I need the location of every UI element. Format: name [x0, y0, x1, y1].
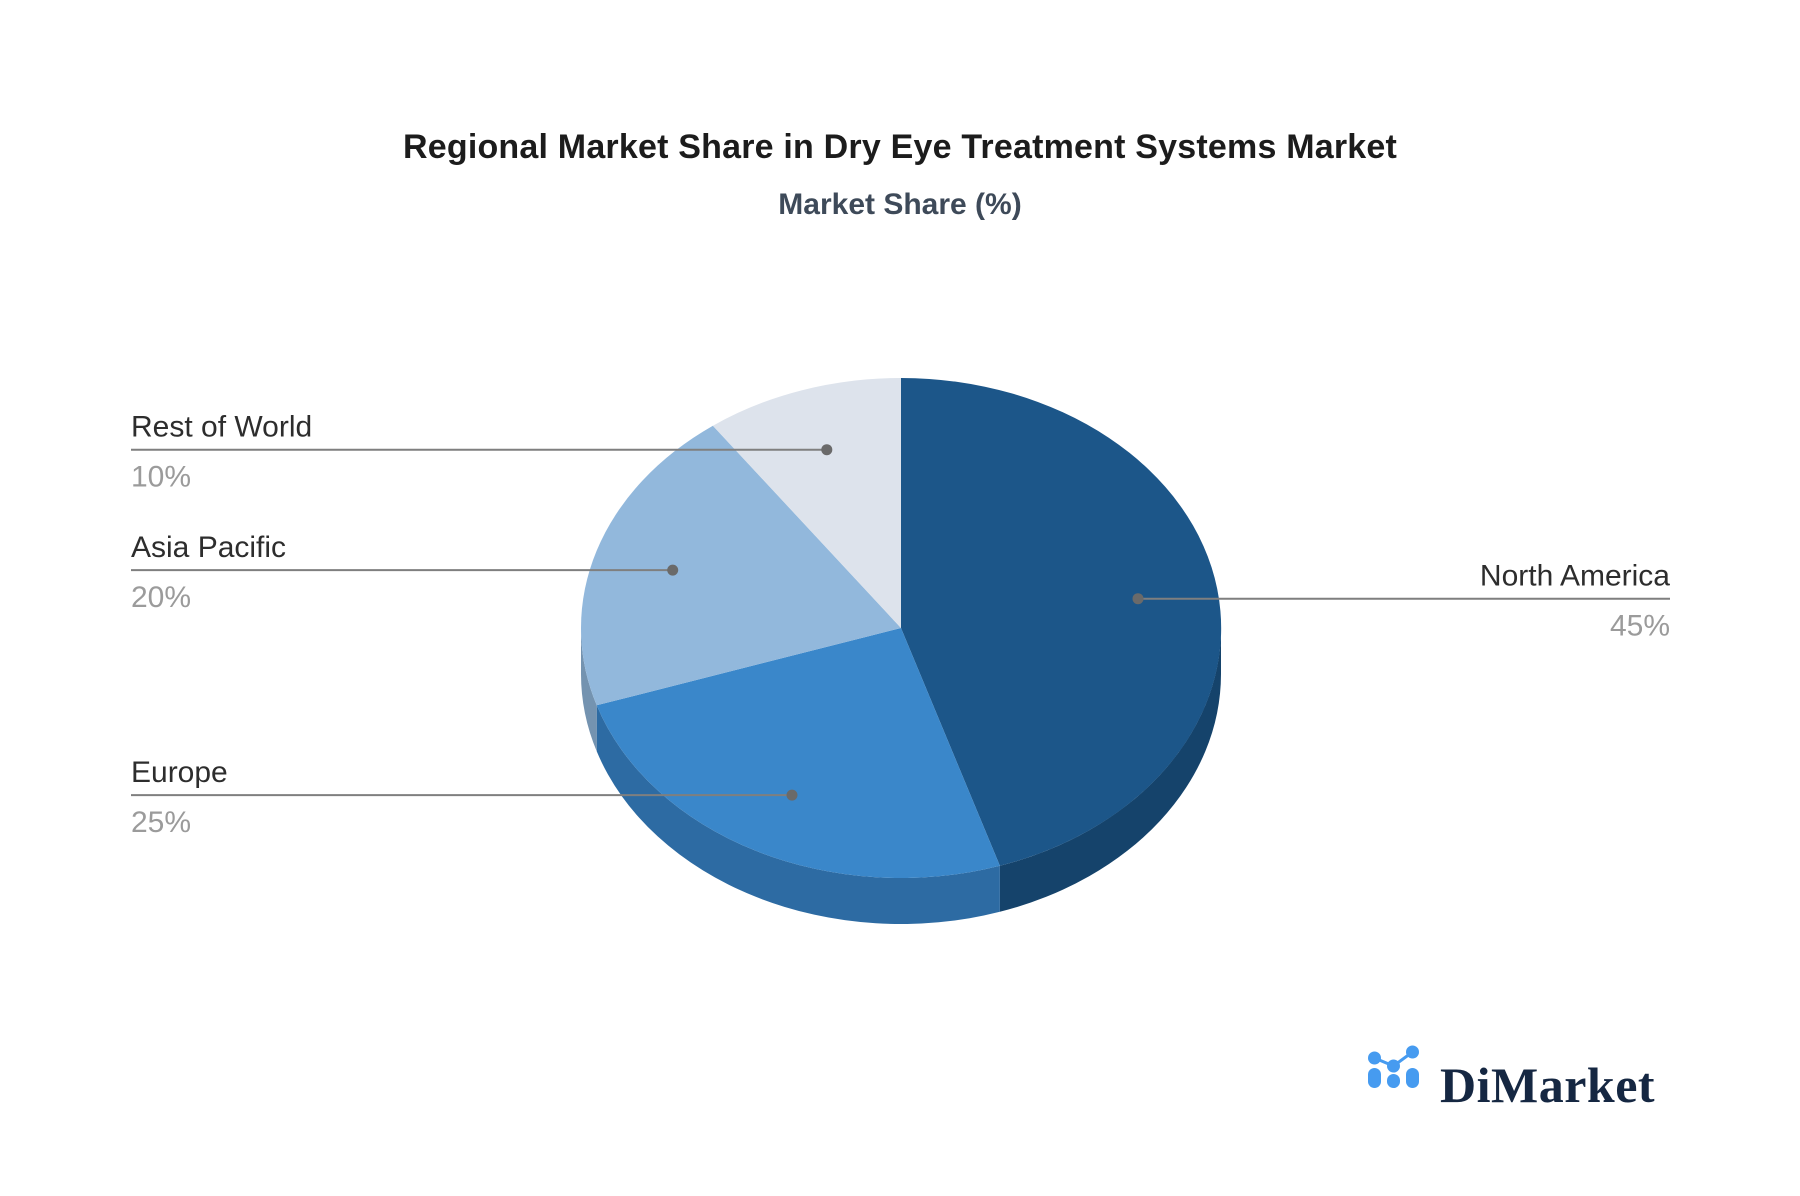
- pie-slice-side-europe: [596, 705, 1000, 925]
- slice-value-rest-of-world: 10%: [131, 461, 191, 494]
- slice-label-europe: Europe: [131, 756, 228, 789]
- chart-title: Regional Market Share in Dry Eye Treatme…: [402, 128, 1397, 166]
- bar-chart-trend-icon: [1368, 1045, 1419, 1088]
- slice-label-asia-pacific: Asia Pacific: [131, 531, 286, 564]
- logo-dot-2: [1387, 1059, 1400, 1073]
- slice-label-rest-of-world: Rest of World: [131, 411, 312, 444]
- logo-dot-1: [1368, 1051, 1381, 1065]
- leader-dot-rest-of-world: [821, 444, 833, 456]
- pie-slice-rest-of-world: [712, 377, 901, 628]
- logo-bar-1: [1368, 1068, 1381, 1088]
- leader-dot-asia-pacific: [667, 564, 679, 576]
- pie-slice-side-north-america: [999, 628, 1221, 912]
- slice-label-north-america: North America: [1480, 560, 1670, 593]
- pie-slice-north-america: [901, 378, 1222, 866]
- logo-wordmark: DiMarket: [1440, 1057, 1656, 1113]
- logo-dot-3: [1406, 1045, 1419, 1059]
- leader-dot-north-america: [1132, 593, 1144, 605]
- pie-slice-asia-pacific: [580, 425, 901, 706]
- logo-bar-2: [1387, 1074, 1400, 1088]
- slice-value-europe: 25%: [131, 806, 191, 839]
- slice-value-north-america: 45%: [1610, 610, 1670, 643]
- chart-subtitle: Market Share (%): [778, 188, 1022, 221]
- pie-slice-europe: [596, 628, 1000, 879]
- slice-value-asia-pacific: 20%: [131, 581, 191, 614]
- logo-bar-3: [1406, 1068, 1419, 1088]
- pie-slice-side-asia-pacific: [581, 628, 597, 752]
- leader-dot-europe: [786, 789, 798, 801]
- dimarket-logo: DiMarket: [1362, 1040, 1655, 1110]
